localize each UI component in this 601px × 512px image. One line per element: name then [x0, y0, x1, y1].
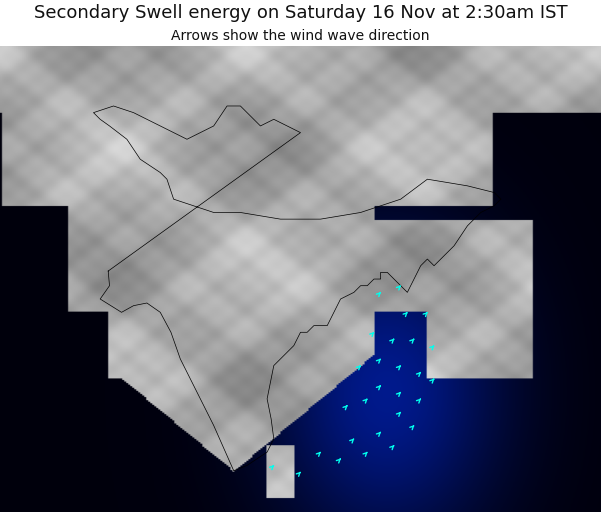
Text: Secondary Swell energy on Saturday 16 Nov at 2:30am IST: Secondary Swell energy on Saturday 16 No… — [34, 4, 567, 22]
Text: Arrows show the wind wave direction: Arrows show the wind wave direction — [171, 29, 430, 43]
